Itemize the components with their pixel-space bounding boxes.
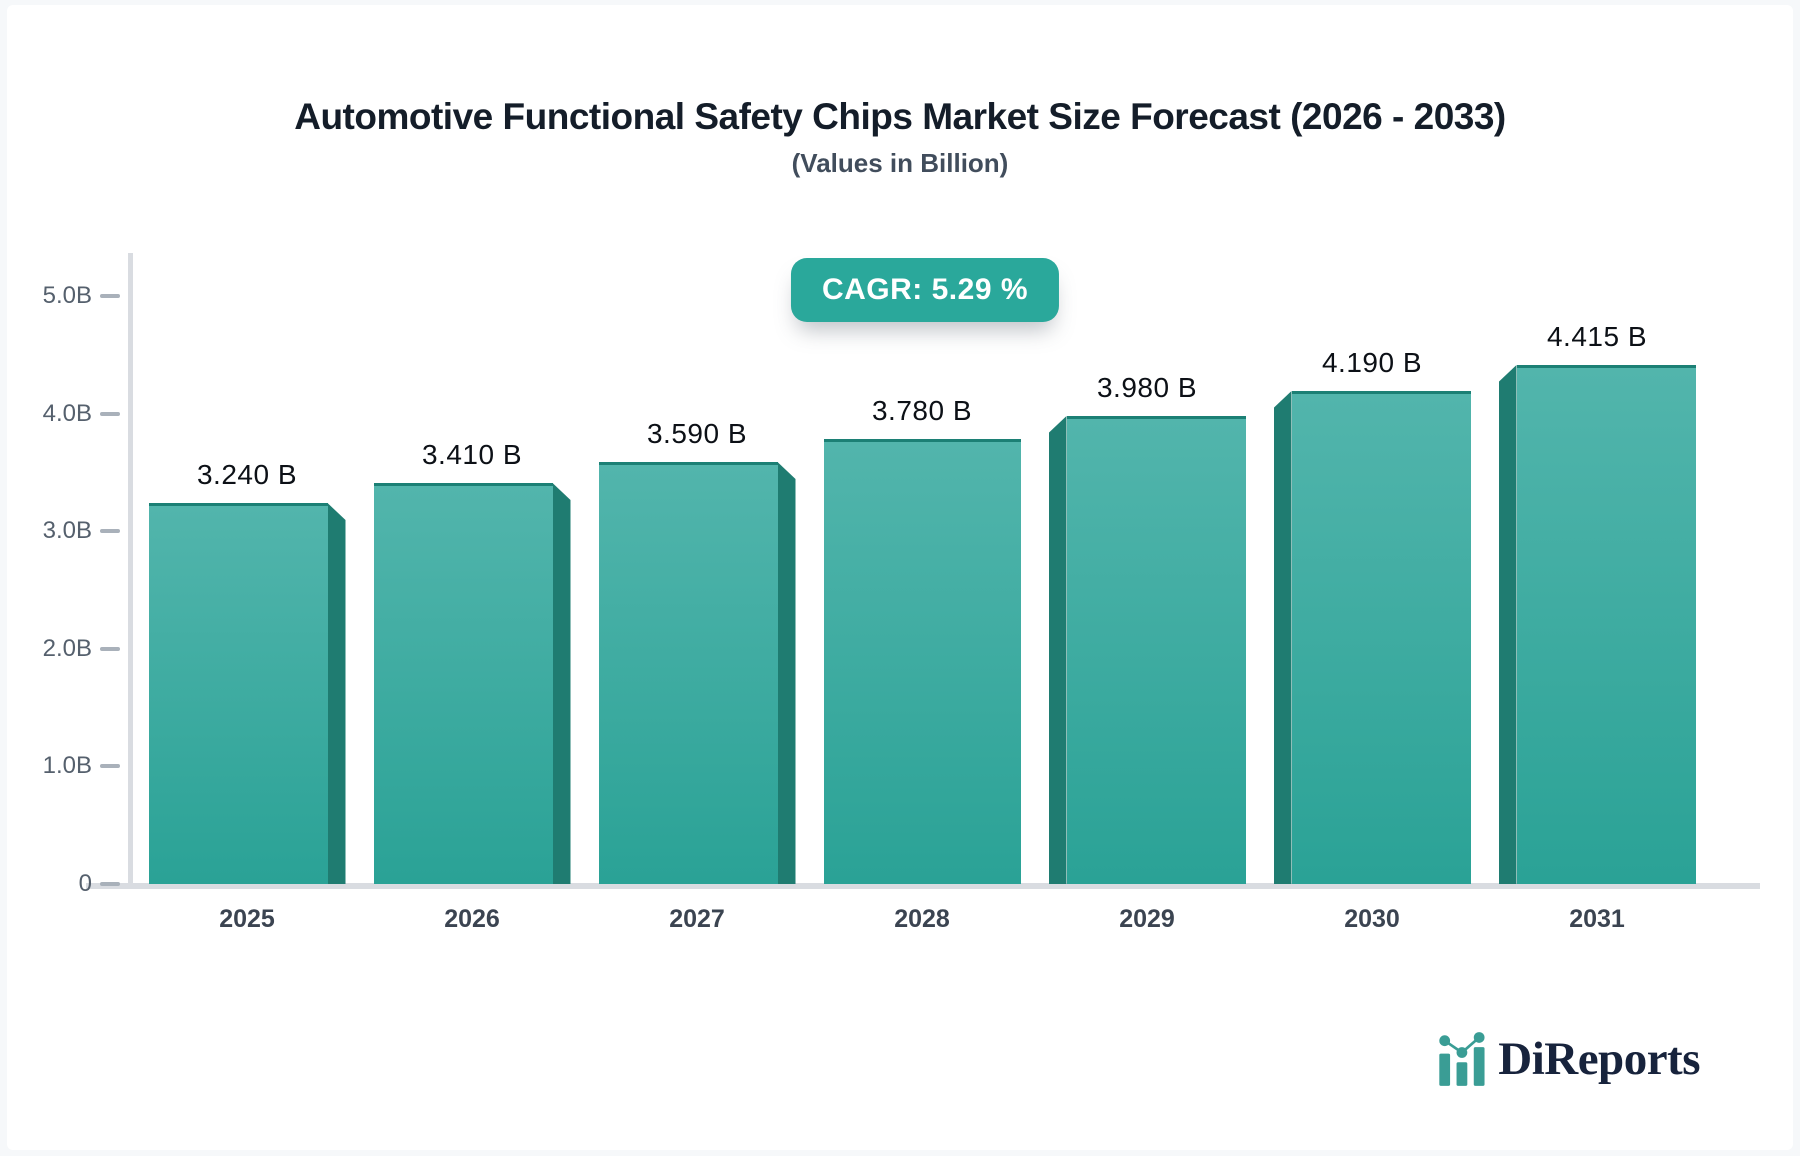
y-tick-mark — [100, 529, 120, 534]
bar-value-label: 3.980 B — [1096, 372, 1198, 403]
y-tick-mark — [100, 764, 120, 769]
bar-side-face — [552, 483, 571, 884]
y-tick-label: 5.0B — [42, 282, 92, 309]
x-axis-line — [86, 883, 1760, 889]
bar-2031 — [1498, 365, 1696, 884]
x-tick-label: 2029 — [1119, 905, 1175, 933]
bar-front-face — [373, 483, 553, 884]
cagr-badge: CAGR: 5.29 % — [790, 258, 1060, 322]
y-tick-mark — [100, 411, 120, 416]
bar-value-label: 3.240 B — [196, 459, 298, 490]
bar-front-face — [1066, 416, 1246, 884]
bar-2027 — [598, 462, 796, 884]
x-tick-label: 2030 — [1344, 905, 1400, 933]
bar-front-face — [1516, 365, 1696, 884]
x-tick-label: 2028 — [894, 905, 950, 933]
bar-front-face — [823, 439, 1021, 884]
y-tick-label: 4.0B — [42, 399, 92, 427]
x-tick-label: 2027 — [669, 905, 725, 933]
bar-value-label: 3.590 B — [646, 418, 748, 449]
y-tick-label: 2.0B — [42, 634, 92, 662]
chart-subtitle: (Values in Billion) — [791, 148, 1009, 178]
bar-front-face — [1291, 391, 1471, 884]
bar-2028 — [823, 439, 1021, 884]
bar-front-face — [598, 462, 778, 884]
x-tick-label: 2025 — [219, 905, 275, 933]
y-tick-mark — [100, 294, 120, 298]
bar-2030 — [1273, 391, 1471, 884]
y-tick-label: 0 — [78, 870, 92, 897]
y-axis-line — [128, 253, 133, 889]
y-tick-mark — [100, 882, 120, 886]
bar-value-label: 3.410 B — [421, 439, 523, 470]
bar-side-face — [327, 503, 346, 884]
bar-side-face — [1498, 365, 1517, 884]
chart-title: Automotive Functional Safety Chips Marke… — [294, 96, 1506, 137]
x-tick-label: 2026 — [444, 905, 500, 933]
bar-side-face — [777, 462, 796, 884]
y-tick-label: 1.0B — [42, 752, 92, 780]
mini-bar-chart-icon — [1439, 1032, 1485, 1086]
bar-value-label: 4.415 B — [1546, 321, 1648, 352]
logo-text: DiReports — [1498, 1033, 1700, 1085]
bar-2026 — [373, 483, 571, 884]
bar-side-face — [1273, 391, 1292, 884]
x-tick-label: 2031 — [1569, 905, 1625, 933]
y-tick-mark — [100, 646, 120, 651]
bar-value-label: 4.190 B — [1321, 347, 1423, 378]
bar-2025 — [148, 503, 346, 884]
bar-value-label: 3.780 B — [871, 395, 973, 426]
y-tick-label: 3.0B — [42, 517, 92, 545]
bar-2029 — [1048, 416, 1246, 884]
bar-side-face — [1048, 416, 1067, 884]
logo: DiReports — [1435, 1028, 1700, 1090]
bar-front-face — [148, 503, 328, 884]
